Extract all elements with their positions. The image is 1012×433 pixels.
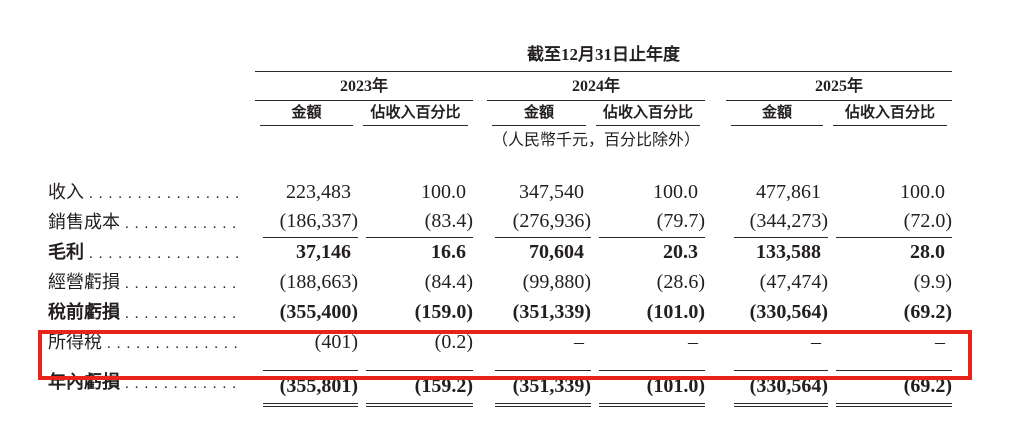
column-gap [705,268,726,298]
income-tax-2024-amount: – [574,331,584,353]
cost-of-sales-2023-amount: (186,337) [255,208,358,238]
column-gap [473,368,487,407]
column-gap [473,72,487,101]
loss-before-tax-2024-amount: (351,339) [512,301,591,323]
header-body-spacer [40,154,952,178]
pct-header-2024: 佔收入百分比 [591,101,705,126]
income-tax-2025-amount: – [811,331,821,353]
column-gap [705,238,726,268]
column-gap [705,298,726,328]
loss-for-year-2024-pct: (101.0) [591,368,705,407]
pct-header-2025: 佔收入百分比 [828,101,952,126]
income-tax-2024-pct: – [688,331,698,353]
income-statement-table: 截至12月31日止年度 2023年 2024年 2025年 金額 佔收入百分比 … [40,40,952,407]
column-gap [705,72,726,101]
loss-for-year-2024-amount: (351,339) [487,368,591,407]
loss-before-tax-2025-amount: (330,564) [749,301,828,323]
loss-for-year-2025-amount: (330,564) [726,368,828,407]
column-gap [705,328,726,358]
year-header-2024: 2024年 [487,71,705,101]
cost-of-sales-2023-pct: (83.4) [358,208,473,238]
column-gap [705,368,726,407]
column-gap [473,268,487,298]
units-note: （人民幣千元，百分比除外） [491,132,700,149]
cost-of-sales-2025-pct: (72.0) [828,208,952,238]
revenue-2025-pct: 100.0 [900,181,945,203]
column-gap [473,298,487,328]
row-label-loss-before-tax: 稅前虧損 [40,298,255,328]
revenue-2025-amount: 477,861 [756,181,821,203]
dot-leader [84,186,239,203]
dot-leader [120,216,239,233]
revenue-2024-amount: 347,540 [519,181,584,203]
dot-leader [120,306,239,323]
loss-for-year-2025-pct: (69.2) [828,368,952,407]
year-header-2025: 2025年 [726,71,952,101]
gross-profit-2024-pct: 20.3 [663,241,698,263]
cost-of-sales-2024-amount: (276,936) [487,208,591,238]
pre-total-spacer [40,358,952,368]
gross-profit-2025-pct: 28.0 [910,241,945,263]
cost-of-sales-2025-amount: (344,273) [726,208,828,238]
amount-header-2025: 金額 [726,101,828,126]
loss-before-tax-2023-amount: (355,400) [279,301,358,323]
column-gap [473,208,487,238]
dot-leader [84,246,239,263]
label-column-spacer [40,101,255,127]
pct-header-2023: 佔收入百分比 [358,101,473,126]
loss-for-year-2023-amount: (355,801) [255,368,358,407]
column-gap [473,328,487,358]
label-column-spacer [40,126,255,154]
gross-profit-2025-amount: 133,588 [756,241,821,263]
column-gap [473,126,487,154]
empty-cell [726,126,952,154]
operating-loss-2025-pct: (9.9) [913,271,952,293]
row-label-revenue: 收入 [40,178,255,208]
operating-loss-2025-amount: (47,474) [759,271,828,293]
dot-leader [120,276,239,293]
row-label-gross-profit: 毛利 [40,238,255,268]
column-gap [705,208,726,238]
dot-leader [102,336,239,353]
loss-for-year-2023-pct: (159.2) [358,368,473,407]
loss-before-tax-2025-pct: (69.2) [903,301,952,323]
row-label-income-tax: 所得稅 [40,328,255,358]
label-column-spacer [40,72,255,101]
column-gap [473,238,487,268]
column-gap [705,178,726,208]
year-header-2023: 2023年 [255,71,473,101]
column-gap [473,178,487,208]
cost-of-sales-2024-pct: (79.7) [591,208,705,238]
table-period-title: 截至12月31日止年度 [255,40,952,72]
gross-profit-2023-amount: 37,146 [296,241,351,263]
row-label-loss-for-year: 年內虧損 [40,368,255,407]
gross-profit-2024-amount: 70,604 [529,241,584,263]
revenue-2024-pct: 100.0 [653,181,698,203]
empty-cell [255,126,473,154]
loss-before-tax-2023-pct: (159.0) [414,301,473,323]
income-tax-2025-pct: – [935,331,945,353]
column-gap [705,126,726,154]
dot-leader [120,376,239,393]
income-tax-2023-pct: (0.2) [434,331,473,353]
label-column-spacer [40,40,255,72]
amount-header-2023: 金額 [255,101,358,126]
loss-before-tax-2024-pct: (101.0) [646,301,705,323]
amount-header-2024: 金額 [487,101,591,126]
row-label-cost-of-sales: 銷售成本 [40,208,255,238]
operating-loss-2023-pct: (84.4) [424,271,473,293]
operating-loss-2023-amount: (188,663) [279,271,358,293]
income-tax-2023-amount: (401) [314,331,358,353]
operating-loss-2024-pct: (28.6) [656,271,705,293]
operating-loss-2024-amount: (99,880) [522,271,591,293]
column-gap [705,101,726,127]
column-gap [473,101,487,127]
revenue-2023-pct: 100.0 [421,181,466,203]
gross-profit-2023-pct: 16.6 [431,241,466,263]
revenue-2023-amount: 223,483 [286,181,351,203]
row-label-operating-loss: 經營虧損 [40,268,255,298]
